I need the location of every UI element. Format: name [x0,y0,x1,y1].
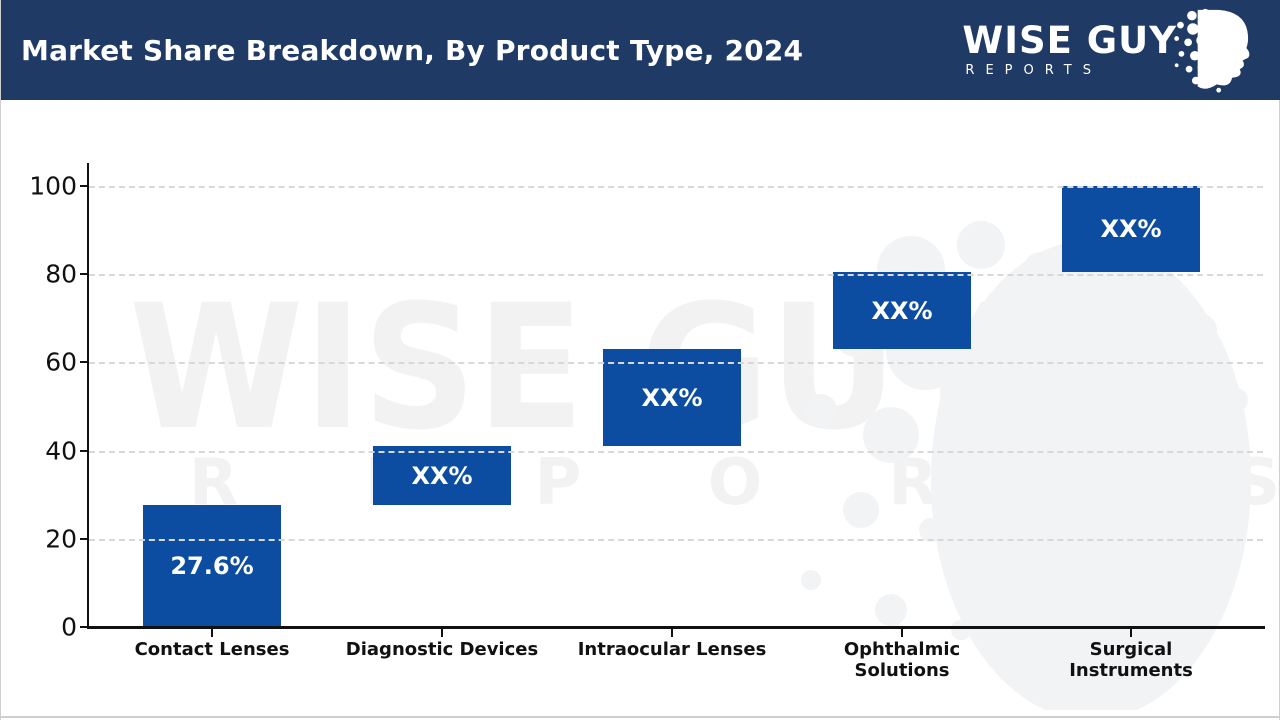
bar-value-label: XX% [871,296,933,325]
logo-wordmark: WISE GUY [962,19,1177,62]
chart-title: Market Share Breakdown, By Product Type,… [21,33,804,67]
wise-guy-logo: WISE GUY REPORTS [962,6,1255,94]
x-tick-label-ophthalmic-solutions: Ophthalmic Solutions [787,639,1017,681]
y-tick-label-0: 0 [61,612,77,642]
gridline-100 [89,186,1263,188]
y-tick-mark-100 [80,185,88,187]
y-tick-mark-40 [80,449,88,452]
wise-guy-face-icon [1174,8,1250,93]
x-tick-mark-3 [901,629,903,637]
x-tick-label-line: Ophthalmic [843,639,961,660]
x-tick-label-line: Diagnostic Devices [345,639,539,660]
x-tick-label-diagnostic-devices: Diagnostic Devices [327,639,557,661]
y-tick-label-60: 60 [45,347,77,377]
x-tick-mark-1 [441,629,443,637]
gridline-60 [89,362,1263,365]
logo-subtitle: REPORTS [965,63,1103,78]
chart-bar-intraocular-lenses: XX% [603,349,741,447]
y-tick-mark-80 [80,273,88,276]
logo-text: WISE GUY REPORTS [962,22,1177,78]
chart-bar-diagnostic-devices: XX% [373,446,511,506]
x-tick-label-line: Contact Lenses [134,639,290,660]
x-tick-mark-0 [211,629,213,637]
bar-value-label: XX% [1100,214,1162,243]
bar-value-label: XX% [641,383,703,412]
bar-value-label: 27.6% [170,552,254,581]
chart-bar-ophthalmic-solutions: XX% [833,271,971,350]
x-tick-mark-2 [671,629,673,637]
x-tick-label-intraocular-lenses: Intraocular Lenses [557,639,787,661]
y-tick-mark-20 [80,537,88,540]
gridline-80 [89,274,1263,277]
y-axis-line [87,163,89,628]
x-tick-label-line: Intraocular Lenses [577,639,767,660]
gridline-40 [89,450,1263,453]
chart-bar-contact-lenses: 27.6% [143,505,281,627]
y-tick-mark-60 [80,361,88,364]
x-tick-mark-4 [1130,629,1132,637]
y-tick-label-80: 80 [45,259,77,289]
page-bottom-border [1,716,1280,718]
y-tick-label-40: 40 [45,436,77,466]
y-tick-label-20: 20 [45,524,77,554]
bar-value-label: XX% [411,461,473,490]
x-tick-label-line: Instruments [1069,659,1193,681]
x-tick-label-surgical-instruments: Surgical Instruments [1016,639,1246,681]
x-tick-label-contact-lenses: Contact Lenses [97,639,327,661]
x-tick-label-line: Surgical [1089,639,1173,660]
waterfall-chart: 0 20 40 60 80 100 27.6% XX% XX% XX% XX% Contact L… [1,100,1280,720]
x-axis-line [87,626,1265,629]
header-bar: Market Share Breakdown, By Product Type,… [1,0,1280,100]
gridline-20 [89,538,1263,541]
y-tick-label-100: 100 [29,171,77,201]
x-tick-label-line: Solutions [854,659,950,681]
y-tick-mark-0 [80,626,88,628]
chart-bar-surgical-instruments: XX% [1062,186,1200,272]
